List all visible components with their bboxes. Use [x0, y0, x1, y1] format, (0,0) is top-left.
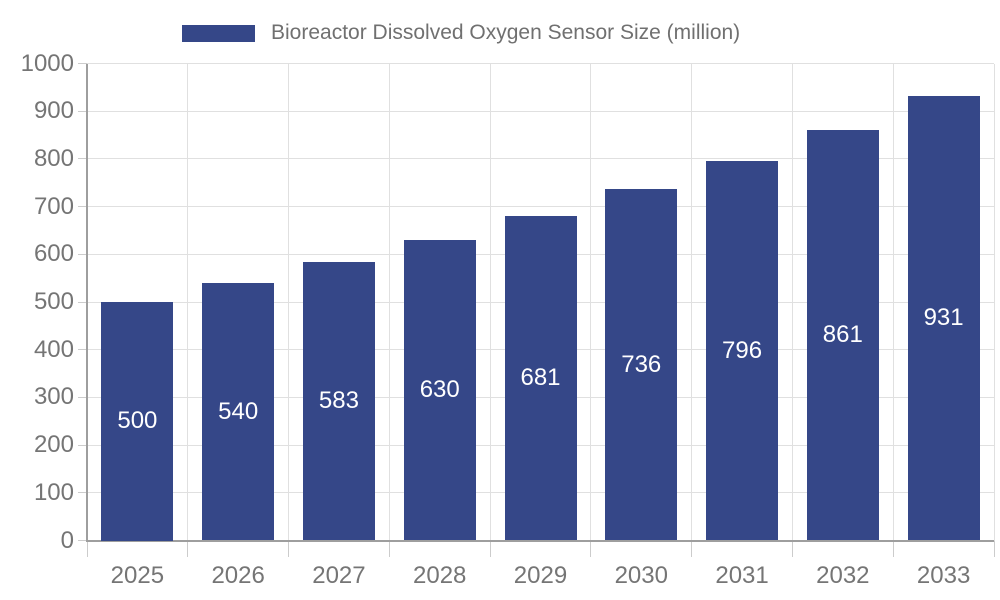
y-tick-label: 700	[33, 192, 74, 220]
legend-label: Bioreactor Dissolved Oxygen Sensor Size …	[271, 21, 741, 44]
x-tick-label: 2028	[413, 561, 467, 589]
y-tick-mark	[78, 444, 87, 446]
x-gridline	[288, 63, 290, 541]
bar-value-label: 500	[117, 407, 158, 435]
bar[interactable]: 583	[302, 262, 375, 541]
x-gridline	[388, 63, 390, 541]
x-tick-label: 2030	[614, 561, 668, 589]
x-tick-mark	[993, 540, 995, 557]
x-tick-mark	[791, 540, 793, 557]
x-tick-mark	[691, 540, 693, 557]
x-gridline	[187, 63, 189, 541]
x-gridline	[892, 63, 894, 541]
x-tick-mark	[590, 540, 592, 557]
y-tick-mark	[78, 540, 87, 541]
y-tick-label: 900	[33, 97, 74, 125]
x-gridline	[590, 63, 592, 541]
y-axis-line	[86, 63, 88, 541]
y-tick-label: 500	[33, 288, 74, 315]
x-axis-line	[86, 539, 994, 542]
bar-value-label: 540	[218, 397, 259, 425]
y-gridline	[87, 110, 994, 112]
bar[interactable]: 630	[403, 239, 476, 541]
y-tick-label: 400	[33, 335, 74, 363]
bar[interactable]: 736	[605, 189, 678, 541]
bar-value-label: 681	[520, 364, 561, 392]
y-tick-mark	[78, 110, 87, 112]
bar[interactable]: 861	[806, 129, 879, 541]
bar[interactable]: 931	[907, 96, 980, 541]
bar[interactable]: 796	[706, 160, 779, 541]
x-tick-label: 2026	[211, 561, 265, 589]
y-tick-label: 200	[33, 431, 74, 459]
x-tick-label: 2025	[110, 561, 165, 589]
bar-value-label: 736	[621, 350, 662, 378]
x-tick-mark	[489, 540, 491, 557]
bar-value-label: 931	[923, 304, 964, 332]
y-tick-mark	[78, 253, 87, 255]
x-tick-label: 2029	[513, 561, 568, 589]
y-tick-mark	[78, 158, 87, 160]
y-tick-label: 100	[33, 478, 74, 506]
legend-swatch	[182, 24, 255, 42]
bar[interactable]: 540	[202, 282, 275, 541]
bar[interactable]: 681	[504, 215, 577, 541]
x-tick-mark	[288, 540, 290, 557]
x-tick-mark	[187, 540, 189, 557]
y-tick-label: 300	[33, 383, 74, 411]
bar-value-label: 630	[419, 376, 460, 404]
y-tick-label: 0	[60, 526, 74, 554]
y-tick-label: 600	[33, 240, 74, 268]
y-tick-mark	[78, 206, 87, 208]
y-gridline	[87, 206, 994, 208]
legend[interactable]: Bioreactor Dissolved Oxygen Sensor Size …	[182, 17, 740, 49]
x-gridline	[791, 63, 793, 541]
bar-value-label: 861	[822, 321, 863, 349]
x-tick-label: 2033	[916, 561, 971, 589]
y-tick-mark	[78, 492, 87, 494]
y-gridline	[87, 158, 994, 160]
y-tick-mark	[78, 301, 87, 303]
y-tick-mark	[78, 396, 87, 398]
x-gridline	[691, 63, 693, 541]
y-tick-label: 1000	[20, 49, 74, 77]
y-gridline	[87, 63, 994, 64]
bar[interactable]: 500	[101, 302, 174, 541]
x-tick-label: 2027	[312, 561, 366, 589]
x-tick-mark	[388, 540, 390, 557]
bar-value-label: 796	[722, 336, 763, 364]
y-tick-label: 800	[33, 144, 74, 172]
x-gridline	[489, 63, 491, 541]
bar-value-label: 583	[318, 387, 359, 415]
x-tick-mark	[86, 540, 88, 557]
x-gridline	[993, 63, 995, 541]
y-tick-mark	[78, 63, 87, 64]
x-tick-mark	[892, 540, 894, 557]
y-tick-mark	[78, 349, 87, 351]
x-tick-label: 2032	[816, 561, 870, 589]
x-tick-label: 2031	[715, 561, 769, 589]
